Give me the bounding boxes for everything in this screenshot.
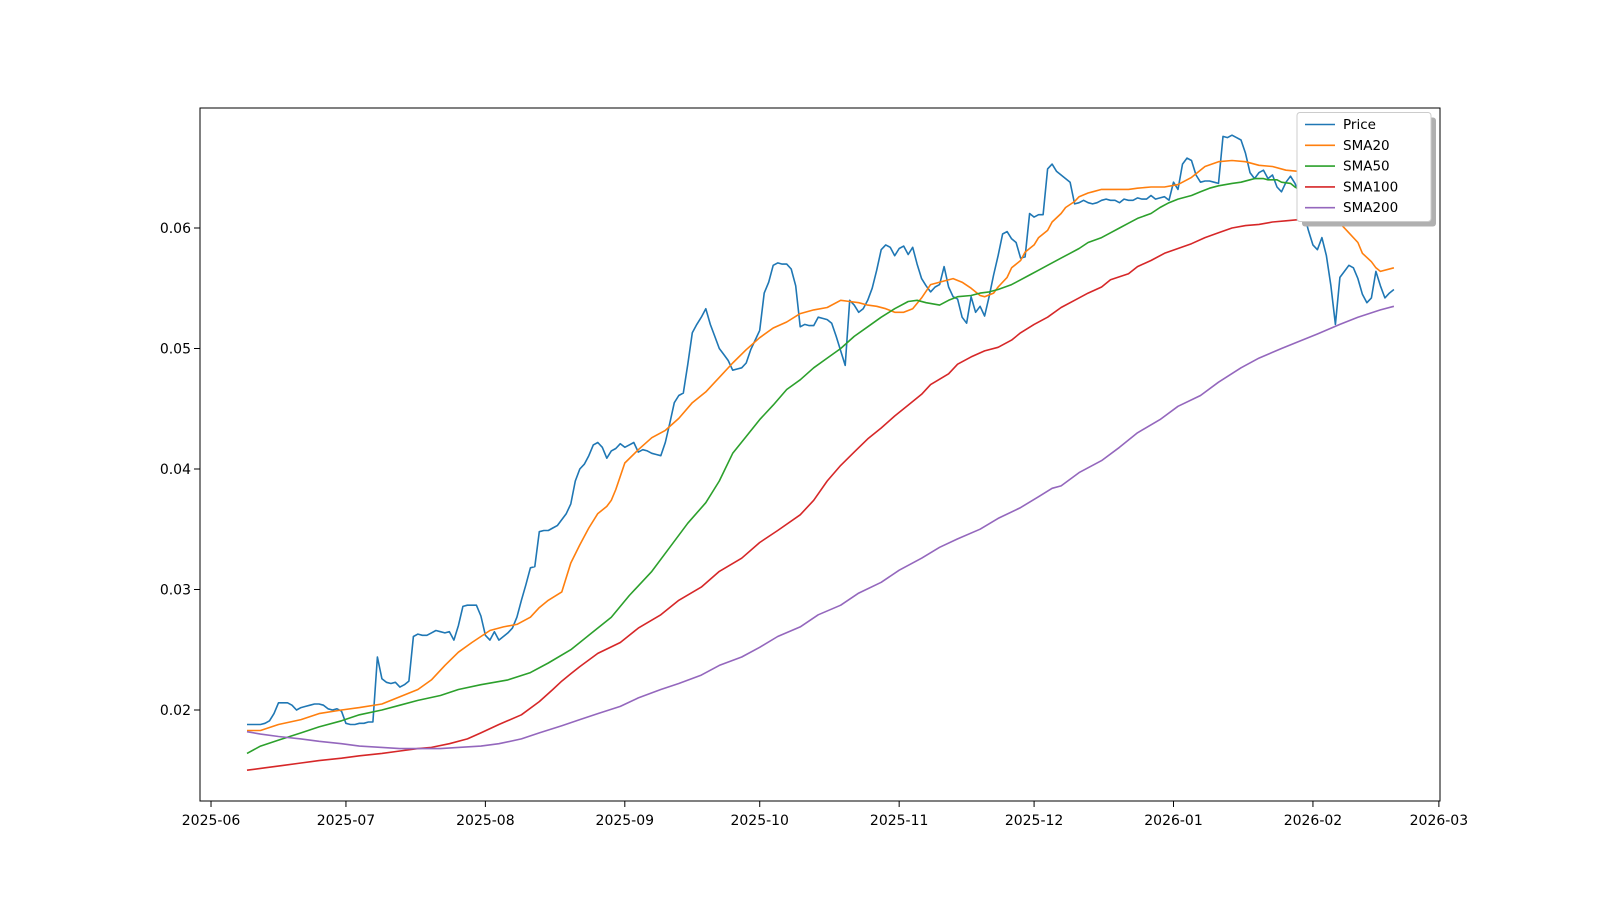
- legend-box: [1296, 112, 1432, 222]
- x-axis-tick-label: 2025-08: [456, 813, 515, 829]
- x-axis-tick-label: 2025-06: [182, 813, 241, 829]
- y-axis-tick-label: 0.04: [160, 462, 191, 478]
- series-group: [246, 134, 1395, 771]
- price-line: [247, 134, 1395, 726]
- y-axis-tick-label: 0.05: [160, 341, 191, 357]
- x-axis-tick-label: 2025-07: [317, 813, 376, 829]
- sma20-line: [247, 159, 1395, 732]
- x-axis-tick-label: 2025-10: [730, 813, 789, 829]
- sma50-line: [246, 177, 1395, 755]
- sma100-line: [246, 217, 1394, 771]
- x-axis-tick-label: 2025-09: [596, 813, 655, 829]
- y-axis-tick-label: 0.06: [160, 221, 191, 237]
- y-axis: 0.02 0.03 0.04 0.05 0.06: [160, 221, 200, 719]
- legend-label: SMA200: [1343, 200, 1398, 216]
- legend-entry-sma20: SMA20: [1305, 138, 1390, 154]
- y-axis-tick-label: 0.03: [160, 582, 191, 598]
- x-axis-tick-label: 2025-12: [1005, 813, 1064, 829]
- legend-entry-price: Price: [1305, 117, 1376, 133]
- legend: Price SMA20 SMA50 SMA100 SMA200: [1296, 112, 1436, 227]
- sma200-line: [246, 305, 1395, 750]
- legend-entry-sma50: SMA50: [1305, 159, 1390, 175]
- legend-entry-sma200: SMA200: [1305, 200, 1398, 216]
- x-axis-tick-label: 2026-01: [1144, 813, 1203, 829]
- legend-label: Price: [1343, 117, 1376, 133]
- x-axis-tick-label: 2026-03: [1410, 813, 1469, 829]
- legend-label: SMA100: [1343, 179, 1398, 195]
- legend-entry-sma100: SMA100: [1305, 179, 1398, 195]
- x-axis-tick-label: 2026-02: [1284, 813, 1343, 829]
- x-axis: 2025-06 2025-07 2025-08 2025-09 2025-10 2025-…: [182, 801, 1468, 829]
- legend-label: SMA20: [1343, 138, 1390, 154]
- axes-spines: [199, 107, 1441, 802]
- legend-label: SMA50: [1343, 159, 1390, 175]
- x-axis-tick-label: 2025-11: [870, 813, 929, 829]
- y-axis-tick-label: 0.02: [160, 703, 191, 719]
